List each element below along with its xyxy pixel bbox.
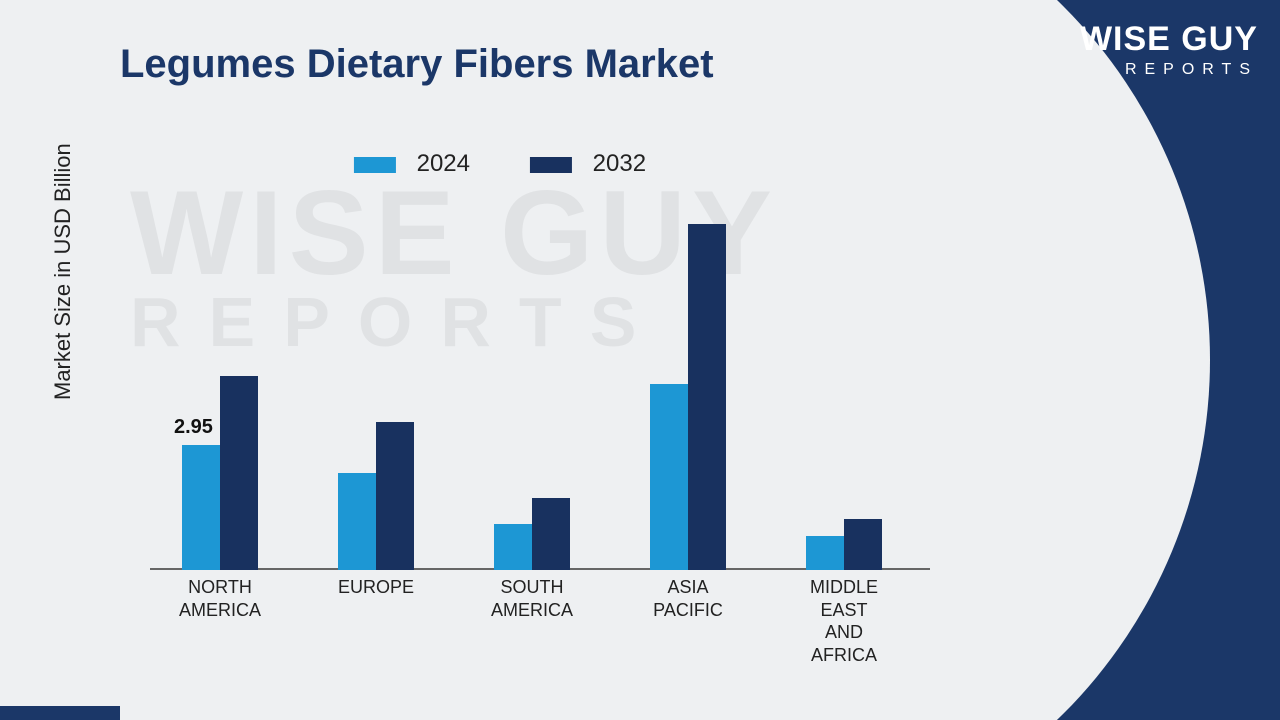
brand-name: WISE GUY bbox=[1080, 20, 1258, 59]
x-tick-label: SOUTHAMERICA bbox=[462, 576, 602, 621]
legend-item-2032: 2032 bbox=[530, 150, 646, 178]
x-tick-label: MIDDLEEASTANDAFRICA bbox=[774, 576, 914, 666]
x-tick-label: ASIAPACIFIC bbox=[618, 576, 758, 621]
x-tick-label: NORTHAMERICA bbox=[150, 576, 290, 621]
decor-bottom-strip bbox=[0, 706, 120, 720]
bar bbox=[376, 422, 414, 570]
legend-label-2032: 2032 bbox=[593, 150, 646, 177]
stage: WISE GUY REPORTS Legumes Dietary Fibers … bbox=[0, 0, 1280, 720]
bar bbox=[806, 536, 844, 570]
brand-sub: REPORTS bbox=[1080, 61, 1258, 79]
bar bbox=[182, 445, 220, 570]
y-axis-label: Market Size in USD Billion bbox=[50, 143, 76, 400]
legend-item-2024: 2024 bbox=[354, 150, 470, 178]
legend-label-2024: 2024 bbox=[417, 150, 470, 177]
legend-swatch-2032 bbox=[530, 157, 572, 173]
bar bbox=[338, 473, 376, 570]
bar bbox=[220, 376, 258, 570]
plot-area: 2.95 bbox=[150, 190, 930, 570]
chart-region: Market Size in USD Billion 2024 2032 2.9… bbox=[60, 160, 940, 660]
x-tick-label: EUROPE bbox=[306, 576, 446, 599]
bar bbox=[844, 519, 882, 570]
bar bbox=[688, 224, 726, 570]
legend: 2024 2032 bbox=[354, 150, 646, 178]
chart-title: Legumes Dietary Fibers Market bbox=[120, 42, 714, 87]
legend-swatch-2024 bbox=[354, 157, 396, 173]
brand-logo: WISE GUY REPORTS bbox=[1080, 20, 1258, 79]
bar bbox=[650, 384, 688, 570]
bar-value-label: 2.95 bbox=[174, 416, 213, 439]
bar bbox=[532, 498, 570, 570]
bar bbox=[494, 524, 532, 570]
